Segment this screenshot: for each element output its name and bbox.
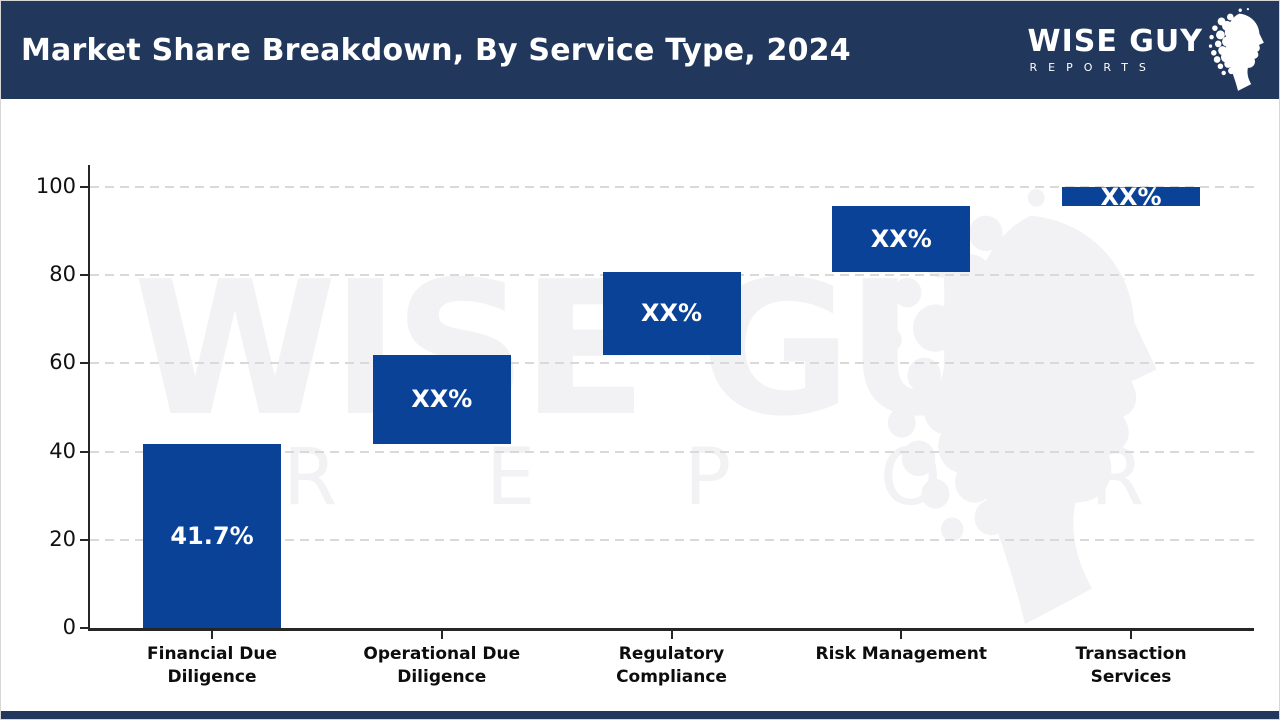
x-category-label: Risk Management	[815, 644, 987, 664]
y-tick-label: 100	[35, 174, 76, 198]
logo-text: WISE GUY REPORTS	[1027, 24, 1203, 74]
y-tick-label: 0	[62, 615, 76, 639]
logo-head-icon	[1208, 8, 1264, 91]
x-tick-mark	[211, 631, 213, 639]
x-tick-mark	[1130, 631, 1132, 639]
bar: XX%	[602, 272, 741, 355]
logo-subtext: REPORTS	[1029, 61, 1157, 74]
x-tick-mark	[900, 631, 903, 639]
bar-value-label: XX%	[1100, 182, 1162, 211]
bar-value-label: XX%	[411, 385, 473, 414]
x-tick-mark	[440, 631, 443, 639]
y-tick-label: 60	[49, 350, 76, 375]
x-category-label: Financial Due Diligence	[147, 644, 277, 687]
x-category-label: Regulatory Compliance	[616, 644, 727, 687]
bar-value-label: 41.7%	[170, 522, 254, 551]
footer-bar	[1, 711, 1279, 719]
y-tick-mark	[80, 450, 88, 453]
bar: XX%	[832, 206, 971, 273]
y-tick-label: 80	[49, 262, 76, 287]
y-tick-mark	[80, 274, 88, 277]
y-axis-line	[88, 164, 90, 631]
header: Market Share Breakdown, By Service Type,…	[1, 1, 1279, 99]
y-tick-mark	[80, 186, 88, 188]
y-tick-mark	[80, 627, 88, 629]
x-axis-line	[88, 628, 1254, 631]
gridline	[90, 538, 1254, 541]
bar: 41.7%	[143, 444, 281, 628]
y-tick-label: 20	[49, 526, 76, 551]
gridline	[90, 186, 1254, 188]
y-tick-label: 40	[49, 438, 76, 463]
x-tick-mark	[670, 631, 673, 639]
wise-guy-logo: WISE GUY REPORTS	[1027, 8, 1271, 92]
gridline	[90, 362, 1254, 365]
y-tick-mark	[80, 538, 88, 541]
bar: XX%	[372, 354, 511, 445]
x-category-label: Operational Due Diligence	[363, 644, 521, 687]
gridline	[90, 450, 1254, 453]
chart-title: Market Share Breakdown, By Service Type,…	[21, 32, 851, 68]
bar-value-label: XX%	[870, 225, 932, 254]
bar-value-label: XX%	[640, 299, 703, 328]
logo-wordmark: WISE GUY	[1027, 24, 1203, 59]
bar: XX%	[1062, 183, 1200, 211]
y-tick-mark	[80, 362, 88, 365]
x-category-label: Transaction Services	[1075, 644, 1187, 687]
